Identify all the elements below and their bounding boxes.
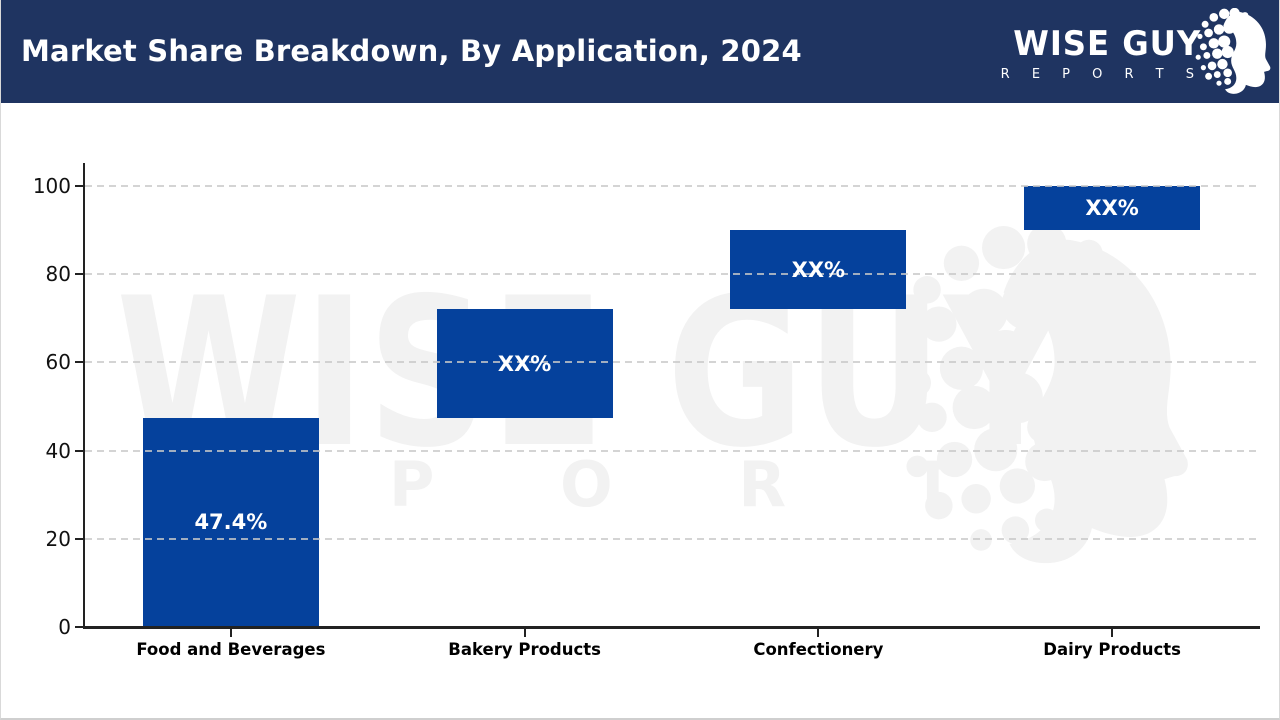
y-tick-label: 40 bbox=[45, 438, 71, 463]
y-tick-mark bbox=[75, 537, 83, 540]
logo-text: WISE GUY R E P O R T S bbox=[1001, 24, 1203, 82]
y-tick-label: 80 bbox=[45, 262, 71, 287]
y-tick-mark bbox=[75, 273, 83, 276]
bar-value-label: XX% bbox=[1085, 196, 1139, 221]
x-tick-mark bbox=[1111, 629, 1114, 637]
x-category-label: Dairy Products bbox=[1043, 640, 1181, 659]
gridline-40 bbox=[85, 449, 1259, 452]
x-tick-mark bbox=[523, 629, 526, 637]
y-tick-label: 100 bbox=[32, 174, 71, 198]
y-tick-mark bbox=[75, 185, 83, 187]
y-axis-line bbox=[83, 163, 85, 628]
bar-value-label: XX% bbox=[791, 257, 846, 282]
y-tick-label: 0 bbox=[58, 615, 71, 639]
logo-wordmark: WISE GUY bbox=[1012, 24, 1201, 64]
bar-dairy-products bbox=[1024, 186, 1201, 231]
gridline-80 bbox=[85, 273, 1259, 276]
x-category-label: Confectionery bbox=[753, 640, 884, 659]
logo-subtext: R E P O R T S bbox=[1000, 67, 1203, 82]
bar-value-label: 47.4% bbox=[194, 510, 268, 535]
bar-value-label: XX% bbox=[497, 351, 552, 376]
gridline-100 bbox=[85, 185, 1259, 187]
x-category-label: Bakery Products bbox=[448, 640, 601, 659]
wiseguy-logo: WISE GUY R E P O R T S bbox=[1001, 0, 1273, 103]
y-tick-mark bbox=[75, 626, 83, 628]
y-tick-label: 20 bbox=[45, 526, 71, 551]
x-tick-mark bbox=[229, 629, 232, 637]
bar-food-and-beverages bbox=[142, 417, 319, 627]
header-bar: Market Share Breakdown, By Application, … bbox=[1, 0, 1279, 103]
gridline-60 bbox=[85, 361, 1259, 364]
page-title: Market Share Breakdown, By Application, … bbox=[21, 34, 802, 68]
wiseguy-head-icon bbox=[1195, 8, 1271, 94]
watermark-head-icon bbox=[889, 226, 1188, 564]
x-category-label: Food and Beverages bbox=[136, 640, 326, 659]
x-tick-mark bbox=[817, 629, 820, 637]
gridline-20 bbox=[85, 537, 1259, 540]
y-tick-label: 60 bbox=[45, 350, 71, 375]
y-tick-mark bbox=[75, 449, 83, 452]
bar-confectionery bbox=[730, 230, 907, 310]
x-axis-line bbox=[83, 626, 1260, 629]
bar-bakery-products bbox=[436, 309, 613, 418]
y-tick-mark bbox=[75, 361, 83, 364]
